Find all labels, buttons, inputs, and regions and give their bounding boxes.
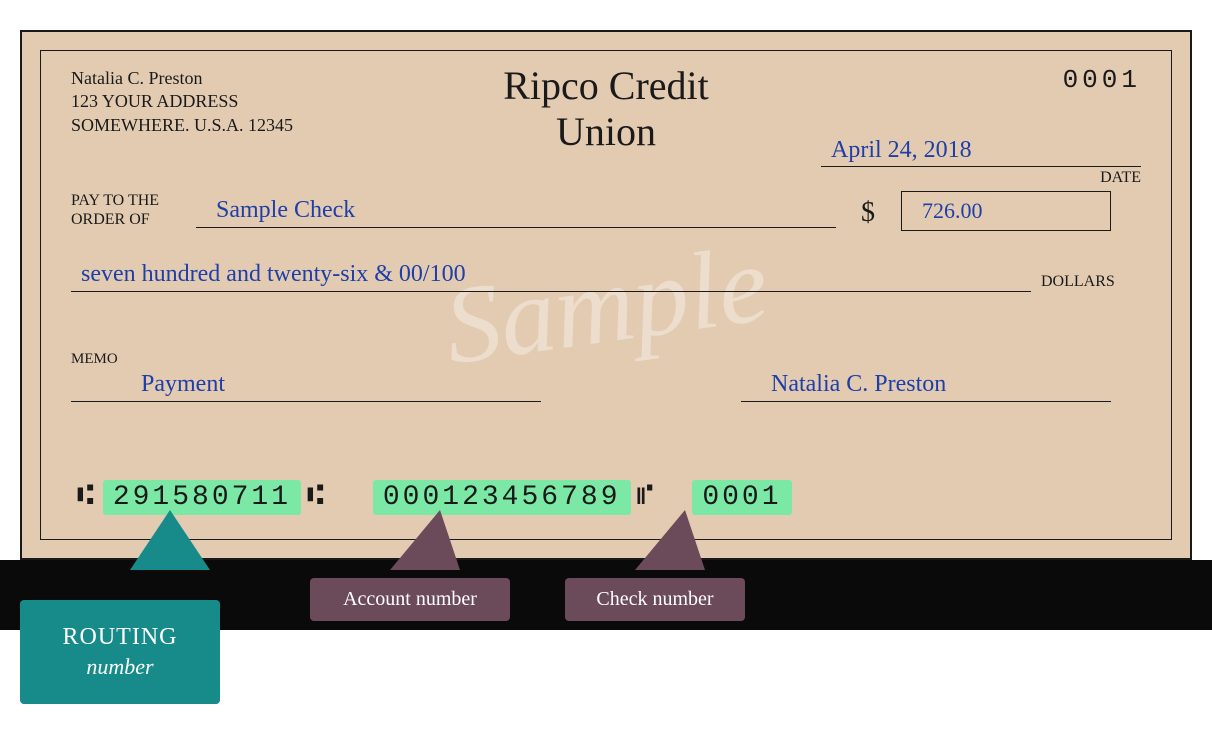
- amount-box: 726.00: [901, 191, 1111, 231]
- check-number-top: 0001: [1063, 65, 1141, 95]
- date-label: DATE: [1100, 169, 1141, 187]
- signature-value: Natalia C. Preston: [771, 371, 946, 398]
- micr-transit-symbol-2: ⑆: [301, 482, 333, 513]
- account-pointer-icon: [350, 510, 490, 580]
- checknum-pointer-icon: [595, 510, 735, 580]
- micr-transit-symbol-1: ⑆: [71, 482, 103, 513]
- payer-address-2: SOMEWHERE. U.S.A. 12345: [71, 114, 293, 137]
- amount-numeric: 726.00: [922, 198, 983, 224]
- amount-words-underline: [71, 291, 1031, 292]
- check-inner-border: Sample Natalia C. Preston 123 YOUR ADDRE…: [40, 50, 1172, 540]
- dollars-label: DOLLARS: [1041, 273, 1115, 291]
- routing-callout-line2: number: [38, 653, 202, 682]
- pay-to-value: Sample Check: [216, 197, 355, 224]
- date-area: April 24, 2018 DATE: [821, 131, 1141, 167]
- micr-onus-symbol: ⑈: [631, 482, 663, 513]
- check-number-callout-label: Check number: [596, 588, 713, 610]
- payer-info: Natalia C. Preston 123 YOUR ADDRESS SOME…: [71, 67, 293, 137]
- memo-label: MEMO: [71, 351, 118, 368]
- memo-value: Payment: [141, 371, 225, 398]
- amount-words: seven hundred and twenty-six & 00/100: [81, 261, 466, 288]
- routing-callout-line1: ROUTING: [38, 622, 202, 653]
- pay-to-label: PAY TO THEORDER OF: [71, 191, 159, 229]
- check-container: Sample Natalia C. Preston 123 YOUR ADDRE…: [20, 30, 1192, 560]
- bank-name: Ripco CreditUnion: [503, 63, 709, 155]
- pay-to-underline: [196, 227, 836, 228]
- dollar-sign: $: [861, 197, 875, 229]
- date-value: April 24, 2018: [831, 137, 972, 164]
- memo-underline: [71, 401, 541, 402]
- payer-address-1: 123 YOUR ADDRESS: [71, 90, 293, 113]
- watermark-text: Sample: [437, 219, 775, 390]
- signature-underline: [741, 401, 1111, 402]
- routing-pointer-icon: [80, 510, 300, 590]
- payer-name: Natalia C. Preston: [71, 67, 293, 90]
- date-underline: April 24, 2018: [821, 131, 1141, 167]
- account-callout-label: Account number: [343, 588, 477, 610]
